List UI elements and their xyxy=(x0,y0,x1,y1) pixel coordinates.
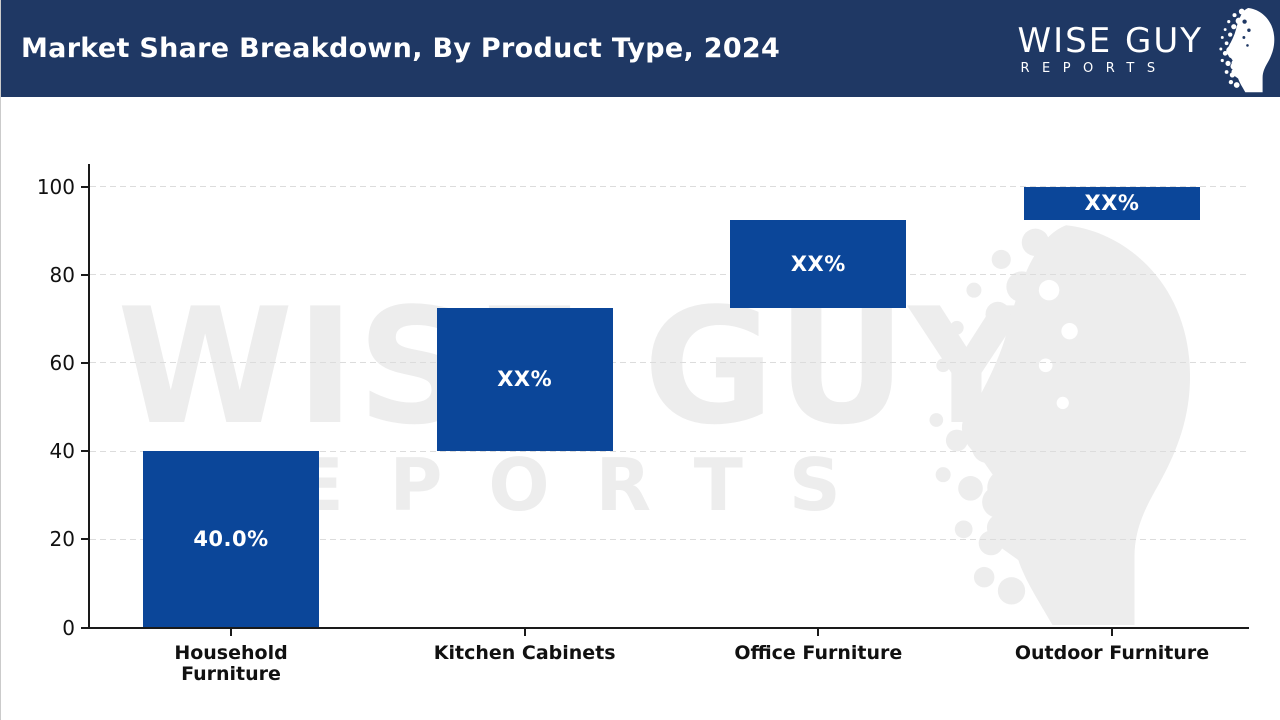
y-tick-label-60: 60 xyxy=(49,350,75,375)
gridline-60 xyxy=(90,362,1249,364)
watermark-face-icon xyxy=(929,225,1191,625)
logo-subtext: REPORTS xyxy=(1020,61,1168,76)
bar-segment-2: XX% xyxy=(730,219,907,308)
x-category-label-3: Outdoor Furniture xyxy=(1014,642,1210,664)
x-tick-1 xyxy=(523,629,526,636)
y-tick-label-20: 20 xyxy=(49,527,75,552)
logo-wordmark: WISE GUY xyxy=(1017,21,1203,61)
page-title: Market Share Breakdown, By Product Type,… xyxy=(21,33,781,64)
y-tick-60 xyxy=(81,361,88,364)
x-tick-2 xyxy=(817,629,820,636)
bar-value-label-3: XX% xyxy=(1084,191,1140,216)
y-tick-100 xyxy=(81,185,88,188)
chart: WISE GUY REPORTS 40.0% XX% XX% XX% 0 20 40 60 8… xyxy=(1,97,1280,720)
y-tick-label-0: 0 xyxy=(62,615,75,640)
gridline-100 xyxy=(90,186,1249,187)
x-axis-line xyxy=(88,627,1249,629)
y-tick-40 xyxy=(81,450,88,453)
x-tick-3 xyxy=(1111,629,1113,636)
x-category-label-1: Kitchen Cabinets xyxy=(433,642,616,664)
logo-face-icon xyxy=(1219,7,1275,92)
bar-value-label-2: XX% xyxy=(790,251,846,276)
bar-value-label-1: XX% xyxy=(497,367,553,392)
bar-segment-3: XX% xyxy=(1024,186,1200,220)
y-tick-label-40: 40 xyxy=(49,439,75,464)
gridline-80 xyxy=(90,274,1249,276)
bar-value-label-0: 40.0% xyxy=(193,527,269,552)
x-category-label-2: Office Furniture xyxy=(734,642,903,664)
y-tick-0 xyxy=(81,626,88,629)
y-tick-label-100: 100 xyxy=(36,174,75,199)
header-bar: Market Share Breakdown, By Product Type,… xyxy=(1,0,1280,97)
gridline-20 xyxy=(90,538,1249,540)
y-tick-80 xyxy=(81,273,88,276)
gridline-40 xyxy=(90,450,1249,452)
bar-segment-0: 40.0% xyxy=(143,451,319,628)
y-tick-20 xyxy=(81,538,88,541)
bar-segment-1: XX% xyxy=(436,307,613,452)
logo-text: WISE GUY REPORTS xyxy=(1017,21,1203,76)
wiseguy-logo: WISE GUY REPORTS xyxy=(1017,2,1277,95)
y-axis-line xyxy=(88,164,90,629)
x-category-label-0: Household Furniture xyxy=(174,642,288,685)
y-tick-label-80: 80 xyxy=(49,262,75,287)
x-tick-0 xyxy=(230,629,232,636)
